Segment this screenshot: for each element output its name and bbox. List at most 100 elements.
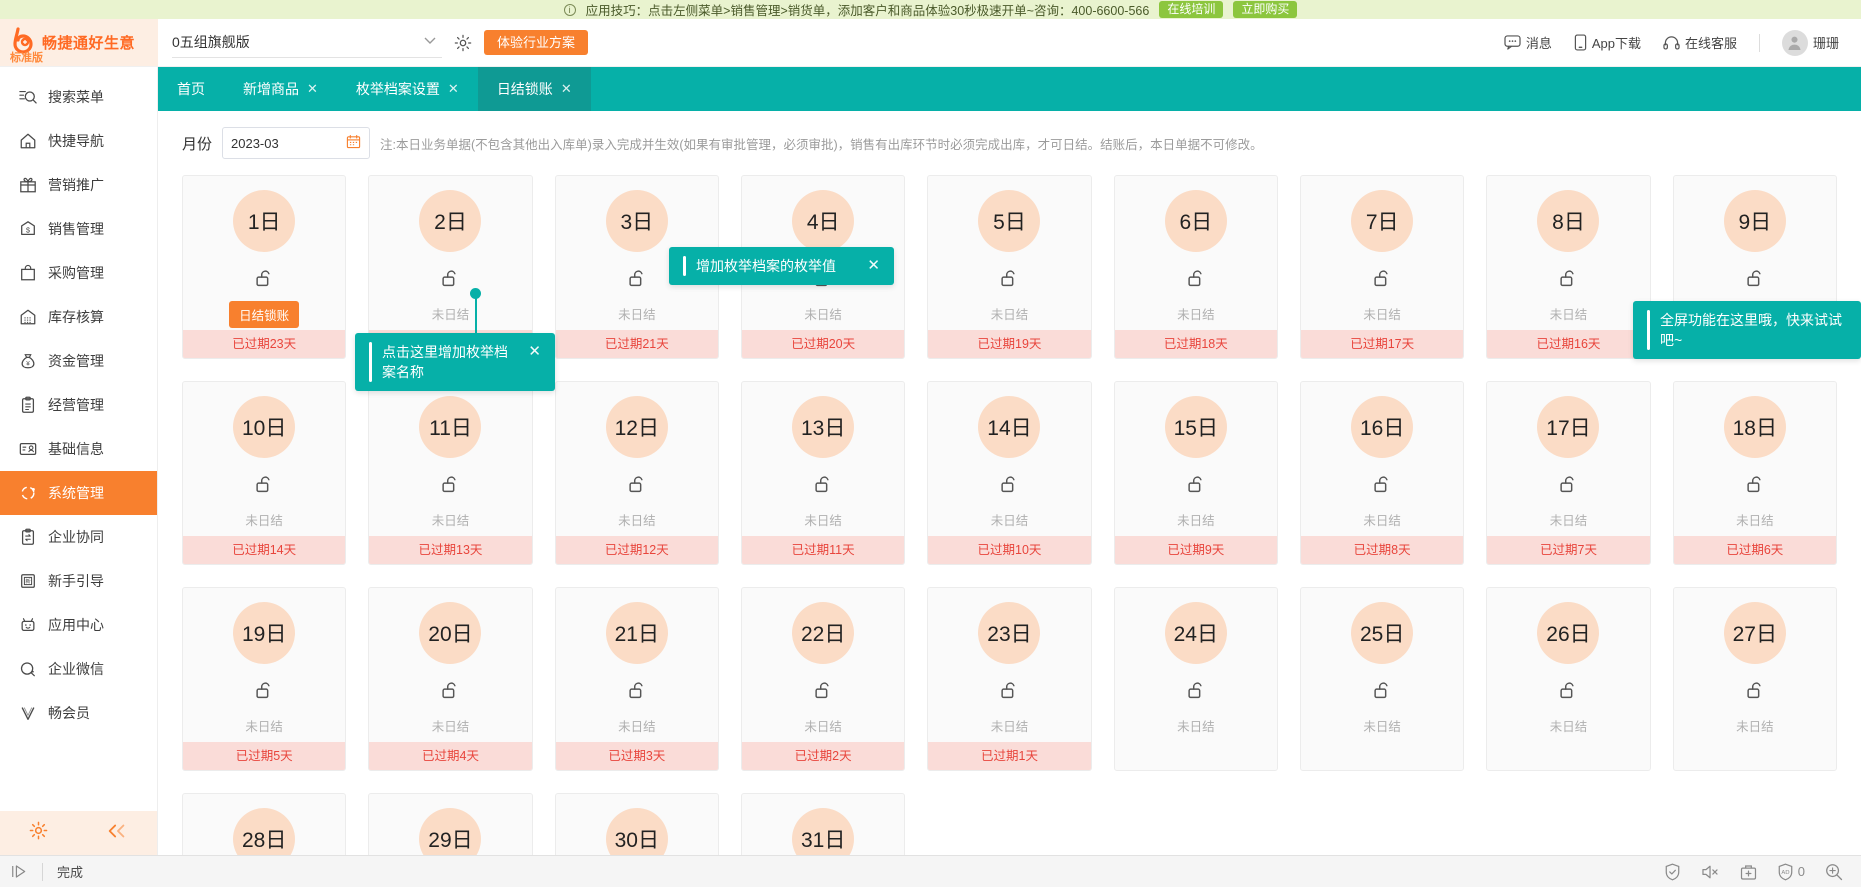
org-select[interactable]: 0五组旗舰版 [172,28,442,58]
sidebar-item-app-center[interactable]: 应用中心 [0,603,157,647]
day-number: 1日 [233,190,296,252]
sidebar-item-purchase[interactable]: 采购管理 [0,251,157,295]
sidebar-item-label: 企业微信 [48,661,104,677]
zoom-in-icon[interactable] [1825,863,1843,881]
day-card[interactable]: 27日 未日结 [1672,587,1837,771]
day-card[interactable]: 10日 未日结 已过期14天 [182,381,347,565]
day-card[interactable]: 28日未日结 [182,793,347,855]
day-card[interactable]: 14日 未日结 已过期10天 [927,381,1092,565]
mute-icon[interactable] [1701,864,1720,880]
day-card[interactable]: 12日 未日结 已过期12天 [554,381,719,565]
day-card[interactable]: 23日 未日结 已过期1天 [927,587,1092,771]
day-card[interactable]: 18日 未日结 已过期6天 [1672,381,1837,565]
day-card[interactable]: 6日 未日结 已过期18天 [1113,175,1278,359]
month-input[interactable]: 2023-03 [222,127,371,159]
day-card[interactable]: 2日未日结已过期22天 [368,175,533,359]
calendar-icon[interactable] [346,134,361,152]
day-card[interactable]: 21日 未日结 已过期3天 [554,587,719,771]
close-icon[interactable]: ✕ [307,81,318,96]
tab-home[interactable]: 首页 [158,67,224,111]
day-expire [1487,754,1649,770]
promo-text: 应用技巧：点击左侧菜单>销售管理>销货单，添加客户和商品体验30秒极速开单~咨询… [585,4,1150,18]
play-icon[interactable] [0,864,42,879]
close-icon[interactable]: ✕ [867,257,880,274]
wechat-work-icon [18,660,37,679]
tooltip-fullscreen[interactable]: 全屏功能在这里哦，快来试试吧~ [1633,301,1861,359]
day-card[interactable]: 11日 未日结 已过期13天 [368,381,533,565]
day-number: 19日 [233,602,296,664]
gear-icon[interactable] [454,34,472,52]
sidebar-item-sales[interactable]: $ 销售管理 [0,207,157,251]
day-card[interactable]: 29日未日结 [368,793,533,855]
online-training-button[interactable]: 在线培训 [1159,1,1224,18]
mobile-app-icon [1574,34,1587,51]
close-icon[interactable]: ✕ [560,81,572,96]
daily-lock-button[interactable]: 日结锁账 [229,301,300,328]
gear-icon[interactable] [29,821,48,845]
day-card[interactable]: 20日 未日结 已过期4天 [368,587,533,771]
header-user[interactable]: 珊珊 [1781,29,1839,56]
day-expire: 已过期7天 [1487,535,1650,564]
sidebar-item-vip[interactable]: 畅会员 [0,691,157,735]
sidebar-item-marketing[interactable]: 营销推广 [0,163,157,207]
day-card[interactable]: 24日 未日结 [1113,587,1278,771]
experience-solution-button[interactable]: 体验行业方案 [484,30,589,55]
sidebar-item-collaboration[interactable]: 企业协同 [0,515,157,559]
shield-check-icon[interactable] [1664,863,1681,881]
sidebar-item-label: 搜索菜单 [48,89,104,105]
day-card[interactable]: 30日未日结 [554,793,719,855]
day-card[interactable]: 3日 未日结 已过期21天 [554,175,719,359]
tooltip-enum-name[interactable]: 点击这里增加枚举档案名称 ✕ [355,333,555,391]
sidebar-item-wechat-work[interactable]: 企业微信 [0,647,157,691]
collapse-icon[interactable] [106,823,128,844]
toolbox-icon[interactable] [1740,863,1757,881]
buy-now-button[interactable]: 立即购买 [1233,1,1298,18]
day-state: 未日结 [804,308,842,322]
day-card[interactable]: 5日 未日结 已过期19天 [927,175,1092,359]
day-card[interactable]: 25日 未日结 [1299,587,1465,771]
sidebar-item-beginner-guide[interactable]: 新 新手引导 [0,559,157,603]
sidebar-item-operations[interactable]: 经营管理 [0,383,157,427]
day-state: 未日结 [431,720,470,734]
day-expire: 已过期14天 [183,535,346,564]
ad-block-icon[interactable]: AD 0 [1777,863,1805,881]
unlock-icon [1557,268,1579,295]
tab-daily-lock[interactable]: 日结锁账 ✕ [477,67,591,111]
user-avatar-icon [1781,29,1808,56]
day-card[interactable]: 13日 未日结 已过期11天 [740,381,906,565]
sidebar-item-search-menu[interactable]: 搜索菜单 [0,75,157,119]
sidebar-item-system-management[interactable]: 系统管理 [0,471,157,515]
day-card[interactable]: 22日 未日结 已过期2天 [740,587,906,771]
chevron-down-icon [424,36,436,48]
sidebar-item-quick-nav[interactable]: 快捷导航 [0,119,157,163]
header-online-service[interactable]: 在线客服 [1663,33,1737,52]
month-label: 月份 [182,135,213,153]
sidebar-item-inventory[interactable]: 库存核算 [0,295,157,339]
header-message[interactable]: 消息 [1504,33,1552,52]
day-card[interactable]: 1日 日结锁账 已过期23天 [182,175,347,359]
day-card[interactable]: 8日 未日结 已过期16天 [1486,175,1651,359]
day-card[interactable]: 15日 未日结 已过期9天 [1113,381,1278,565]
tab-enum-archive-settings[interactable]: 枚举档案设置 ✕ [337,67,478,111]
day-card[interactable]: 19日 未日结 已过期5天 [182,587,347,771]
day-card[interactable]: 17日 未日结 已过期7天 [1486,381,1651,565]
day-expire: 已过期5天 [183,741,346,770]
sidebar-item-basic-info[interactable]: 基础信息 [0,427,157,471]
day-number: 4日 [792,190,855,252]
sidebar-item-finance[interactable]: ¥ 资金管理 [0,339,157,383]
day-number: 31日 [792,808,855,855]
close-icon[interactable]: ✕ [447,81,459,96]
header-app-download[interactable]: App下载 [1574,33,1641,52]
sidebar-item-label: 营销推广 [48,177,104,193]
tab-new-product[interactable]: 新增商品 ✕ [224,67,337,111]
day-card[interactable]: 7日 未日结 已过期17天 [1299,175,1465,359]
day-card[interactable]: 26日 未日结 [1486,587,1651,771]
unlock-icon [1557,474,1579,501]
day-card[interactable]: 31日未日结 [740,793,906,855]
close-icon[interactable]: ✕ [528,343,541,360]
app-body: 搜索菜单 快捷导航 营销推广 $ [0,67,1861,855]
day-card[interactable]: 16日 未日结 已过期8天 [1299,381,1465,565]
unlock-icon [253,268,275,295]
tooltip-enum-value[interactable]: 增加枚举档案的枚举值 ✕ [669,247,894,285]
